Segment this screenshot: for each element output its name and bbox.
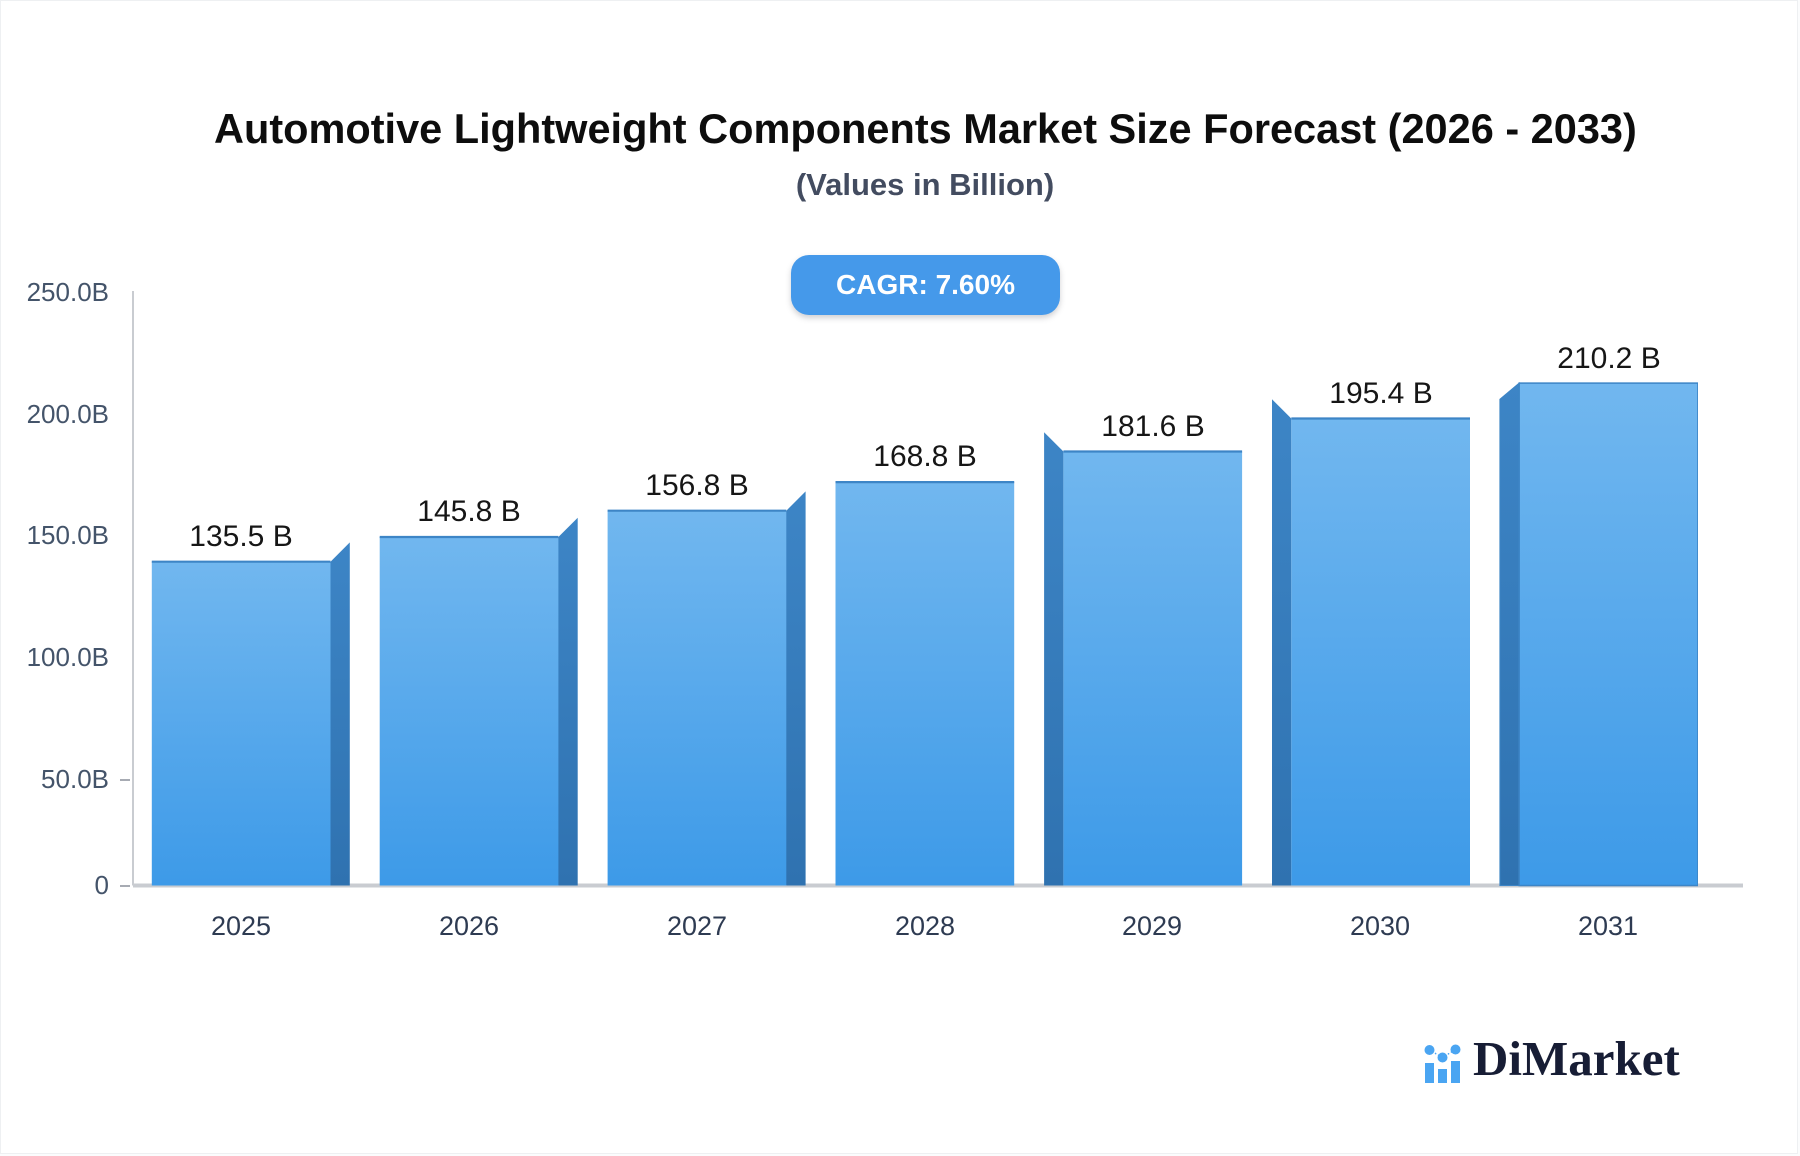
- svg-text:2028: 2028: [895, 911, 955, 941]
- svg-text:145.8 B: 145.8 B: [417, 495, 520, 528]
- svg-text:2027: 2027: [667, 911, 727, 941]
- svg-text:250.0B: 250.0B: [27, 277, 109, 307]
- svg-text:0: 0: [95, 870, 109, 900]
- svg-text:150.0B: 150.0B: [27, 520, 109, 550]
- svg-text:2031: 2031: [1578, 911, 1638, 941]
- svg-text:2029: 2029: [1122, 911, 1182, 941]
- svg-text:210.2 B: 210.2 B: [1557, 342, 1660, 375]
- svg-text:135.5 B: 135.5 B: [189, 520, 292, 553]
- svg-text:2026: 2026: [439, 911, 499, 941]
- svg-text:2025: 2025: [211, 911, 271, 941]
- svg-text:2030: 2030: [1350, 911, 1410, 941]
- svg-text:195.4 B: 195.4 B: [1329, 377, 1432, 410]
- svg-text:50.0B: 50.0B: [41, 764, 109, 794]
- svg-text:100.0B: 100.0B: [27, 642, 109, 672]
- svg-text:181.6 B: 181.6 B: [1101, 410, 1204, 443]
- svg-text:168.8 B: 168.8 B: [873, 440, 976, 473]
- svg-text:156.8 B: 156.8 B: [645, 469, 748, 502]
- svg-text:200.0B: 200.0B: [27, 399, 109, 429]
